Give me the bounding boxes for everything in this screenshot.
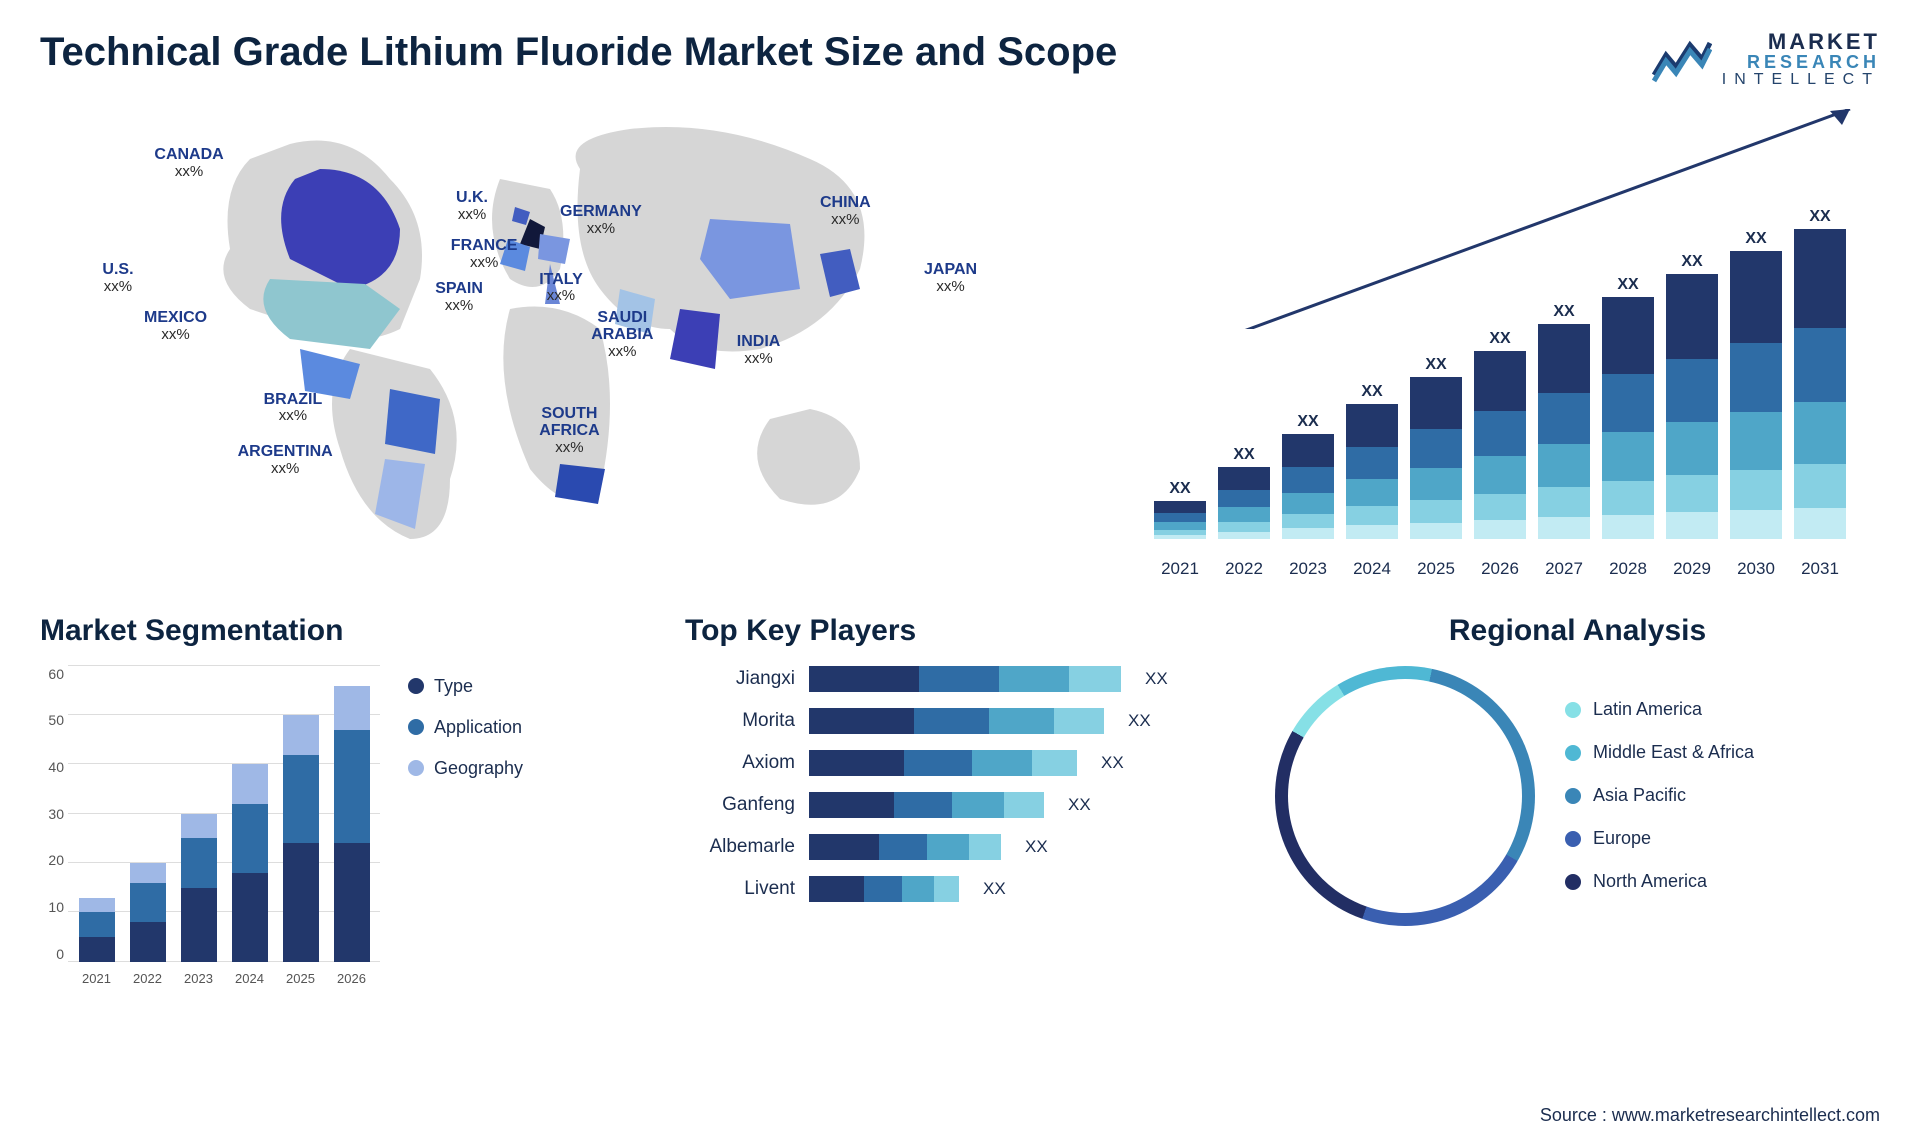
world-map: CANADAxx% U.S.xx% MEXICOxx% BRAZILxx% ARGENT… [40,99,1080,579]
legend-item: Middle East & Africa [1565,742,1754,763]
logo-mark-icon [1652,35,1712,83]
map-label: CHINAxx% [820,195,871,228]
map-label: SOUTHAFRICAxx% [539,406,599,455]
growth-year-label: 2027 [1538,559,1590,579]
regional-donut-chart [1275,666,1535,926]
player-row: GanfengXX [685,792,1235,818]
map-label: CANADAxx% [154,147,223,180]
player-row: JiangxiXX [685,666,1235,692]
seg-bar [79,898,115,962]
map-label: FRANCExx% [451,238,518,271]
map-label: SPAINxx% [435,281,483,314]
seg-bar [181,814,217,962]
logo-line-3: INTELLECT [1722,72,1880,89]
growth-chart: XXXXXXXXXXXXXXXXXXXXXX 20212022202320242… [1120,99,1880,579]
map-label: MEXICOxx% [144,310,207,343]
map-label: ARGENTINAxx% [238,444,333,477]
page-title: Technical Grade Lithium Fluoride Market … [40,30,1117,75]
growth-year-label: 2023 [1282,559,1334,579]
segmentation-title: Market Segmentation [40,614,645,648]
growth-year-label: 2025 [1410,559,1462,579]
growth-bar: XX [1730,230,1782,539]
growth-year-label: 2021 [1154,559,1206,579]
growth-year-label: 2028 [1602,559,1654,579]
regional-panel: Regional Analysis Latin America Middle Ea… [1275,614,1880,986]
players-panel: Top Key Players JiangxiXX MoritaXX AxiomXX… [685,614,1235,986]
growth-bar: XX [1666,253,1718,539]
growth-bar: XX [1218,446,1270,539]
logo-line-2: RESEARCH [1722,53,1880,72]
segmentation-chart: 6050403020100 202120222023202420252026 [40,666,380,986]
growth-year-label: 2024 [1346,559,1398,579]
seg-bar [283,715,319,962]
growth-year-label: 2031 [1794,559,1846,579]
growth-bar: XX [1346,383,1398,539]
source-text: Source : www.marketresearchintellect.com [1540,1105,1880,1126]
seg-bar [232,764,268,961]
legend-item: Geography [408,758,523,779]
player-row: MoritaXX [685,708,1235,734]
legend-item: Latin America [1565,699,1754,720]
seg-bar [130,863,166,962]
logo-line-1: MARKET [1722,30,1880,53]
map-label: BRAZILxx% [264,392,323,425]
growth-bar: XX [1602,276,1654,539]
segmentation-legend: Type Application Geography [408,676,523,779]
player-row: AxiomXX [685,750,1235,776]
growth-bar: XX [1474,330,1526,539]
segmentation-panel: Market Segmentation 6050403020100 202120… [40,614,645,986]
growth-year-label: 2030 [1730,559,1782,579]
regional-legend: Latin America Middle East & Africa Asia Pa… [1565,699,1754,892]
map-label: INDIAxx% [737,334,781,367]
legend-item: Application [408,717,523,738]
players-title: Top Key Players [685,614,1235,648]
map-label: U.S.xx% [102,262,133,295]
growth-bar: XX [1154,480,1206,539]
logo: MARKET RESEARCH INTELLECT [1652,30,1880,89]
regional-title: Regional Analysis [1275,614,1880,648]
growth-year-label: 2022 [1218,559,1270,579]
growth-bar: XX [1282,413,1334,539]
legend-item: Europe [1565,828,1754,849]
legend-item: Type [408,676,523,697]
map-label: U.K.xx% [456,190,488,223]
legend-item: Asia Pacific [1565,785,1754,806]
growth-year-label: 2026 [1474,559,1526,579]
growth-bar: XX [1410,356,1462,539]
seg-bar [334,686,370,962]
growth-bar: XX [1538,303,1590,539]
growth-bar: XX [1794,208,1846,539]
player-row: LiventXX [685,876,1235,902]
growth-year-label: 2029 [1666,559,1718,579]
player-row: AlbemarleXX [685,834,1235,860]
map-label: GERMANYxx% [560,204,642,237]
players-chart: JiangxiXX MoritaXX AxiomXX GanfengXX Albemar… [685,666,1235,902]
map-label: SAUDIARABIAxx% [591,310,653,359]
map-label: JAPANxx% [924,262,977,295]
map-label: ITALYxx% [539,272,583,305]
legend-item: North America [1565,871,1754,892]
